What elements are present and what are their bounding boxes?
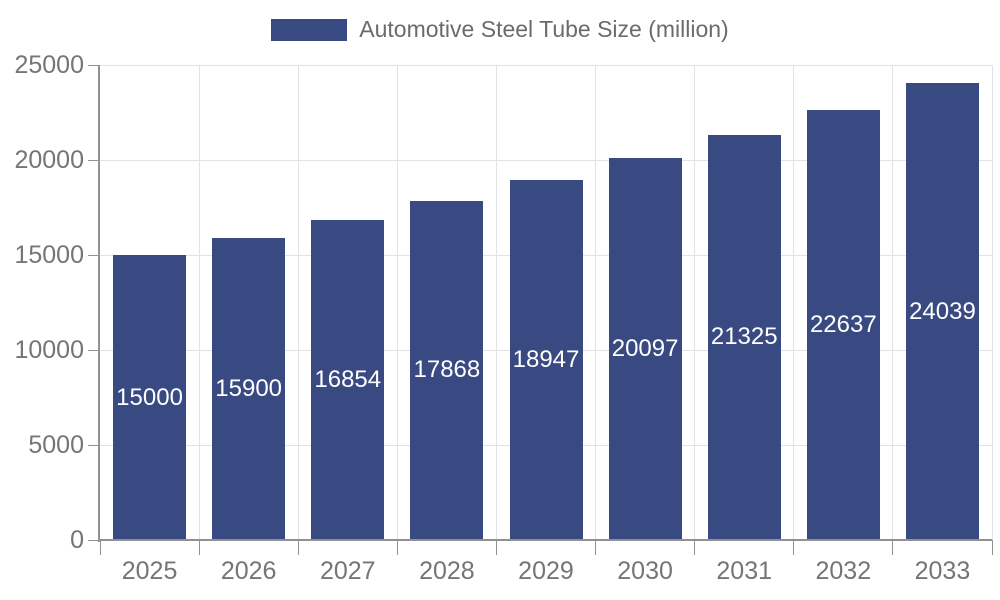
bar-2032[interactable]: 22637 [806,109,880,540]
bar-2027[interactable]: 16854 [311,219,385,540]
bar-value-label: 24039 [909,297,976,325]
y-axis-label: 20000 [14,145,84,174]
bar-2025[interactable]: 15000 [113,255,187,540]
x-axis-tick [595,540,597,555]
x-axis-tick [99,540,101,555]
x-gridline [396,65,398,540]
x-axis-label-2029: 2029 [518,557,574,585]
y-gridline [100,159,992,161]
bar-value-label: 15900 [215,374,283,402]
y-axis-tick [88,159,100,161]
y-axis-tick [88,539,100,541]
x-axis-tick [991,540,993,555]
x-gridline [495,65,497,540]
bar-2026[interactable]: 15900 [212,237,286,540]
bar-2033[interactable]: 24039 [905,83,979,540]
y-axis-label: 25000 [14,50,84,79]
y-axis-label: 0 [70,525,84,554]
x-axis-label-2030: 2030 [617,557,673,585]
x-axis-label-2027: 2027 [319,557,376,585]
y-axis-label: 15000 [14,240,84,269]
x-gridline [297,65,299,540]
bar-value-label: 21325 [710,323,778,351]
y-gridline [100,64,992,66]
x-axis-label-2032: 2032 [815,557,872,585]
x-axis-line [98,539,992,541]
bar-2028[interactable]: 17868 [410,200,484,540]
x-axis-tick [396,540,398,555]
y-axis-tick [88,444,100,446]
x-axis-label-2033: 2033 [914,557,971,585]
bar-2031[interactable]: 21325 [707,134,781,540]
legend-label: Automotive Steel Tube Size (million) [359,16,729,42]
x-axis-label-2028: 2028 [419,557,475,585]
x-gridline [694,65,696,540]
bar-2030[interactable]: 20097 [608,158,682,540]
x-axis-tick [793,540,795,555]
y-axis-line [98,65,100,542]
x-axis-label-2025: 2025 [121,557,178,585]
y-axis-tick [88,254,100,256]
x-axis-label-2031: 2031 [716,557,773,585]
y-axis-label: 10000 [14,335,84,364]
x-axis-tick [694,540,696,555]
x-gridline [991,65,993,540]
x-gridline [892,65,894,540]
x-axis-tick [297,540,299,555]
bar-value-label: 18947 [512,345,580,373]
y-axis-label: 5000 [28,430,84,459]
bar-value-label: 20097 [611,335,679,363]
bar-value-label: 15000 [116,383,183,411]
bar-value-label: 16854 [314,365,382,393]
x-axis-tick [892,540,894,555]
x-gridline [793,65,795,540]
x-axis-tick [198,540,200,555]
y-axis-tick [88,64,100,66]
bar-2029[interactable]: 18947 [509,180,583,540]
bar-value-label: 17868 [413,356,481,384]
x-gridline [198,65,200,540]
x-axis-tick [495,540,497,555]
y-axis-tick [88,349,100,351]
x-axis-label-2026: 2026 [220,557,277,585]
legend-marker [271,18,348,41]
bar-value-label: 22637 [809,310,877,338]
legend-item[interactable]: Automotive Steel Tube Size (million) [0,16,1000,43]
x-gridline [595,65,597,540]
